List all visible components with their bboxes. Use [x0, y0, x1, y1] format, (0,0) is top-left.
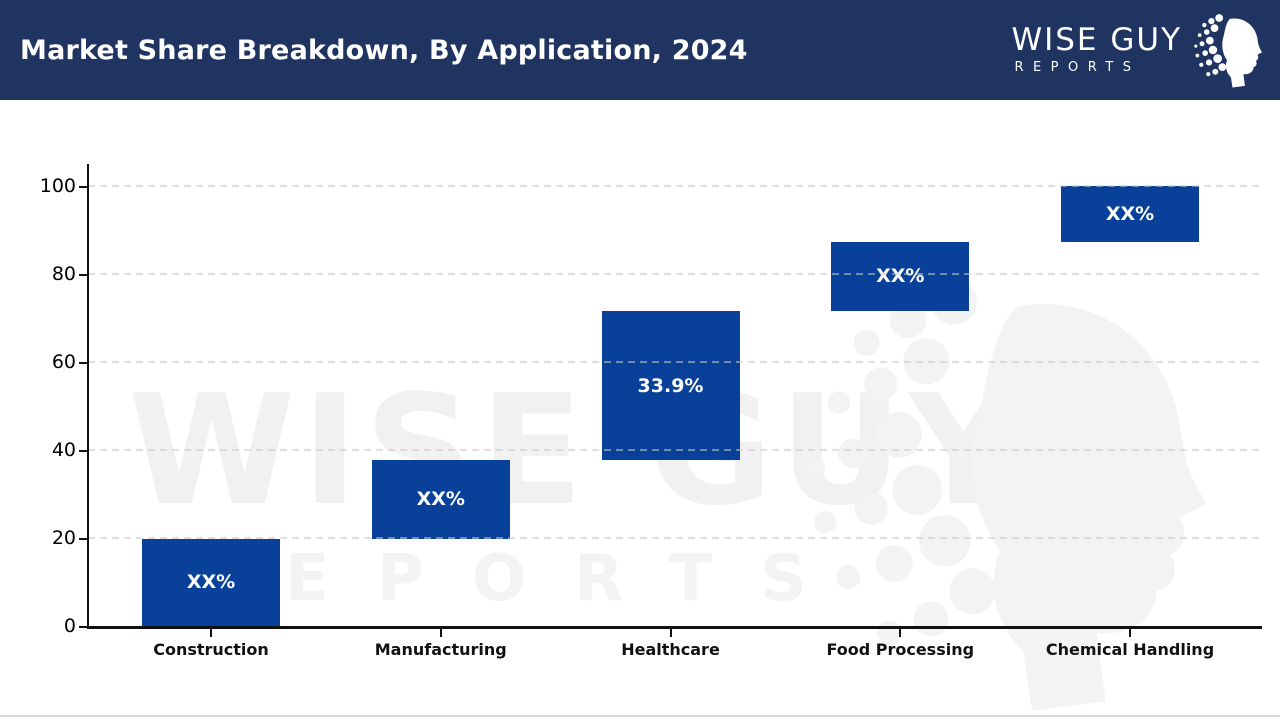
y-tick-label-20: 20 [51, 527, 76, 549]
gridline-60 [88, 361, 1262, 363]
x-tick-2 [439, 629, 442, 637]
bar-food-processing: XX% [831, 241, 970, 311]
y-tick-80 [79, 274, 87, 276]
y-tick-100 [79, 186, 87, 188]
y-tick-label-60: 60 [51, 351, 76, 373]
x-tick-3 [669, 629, 672, 637]
y-tick-0 [79, 626, 87, 628]
bar-value-label: XX% [1105, 202, 1155, 225]
chart-area: WISE GUY REPORTS XX% XX% 33.9% XX% XX% 0 20 40 6… [0, 100, 1280, 715]
y-axis-line [87, 164, 89, 629]
x-label-healthcare: Healthcare [621, 640, 720, 659]
wise-guy-logo: WISE GUY REPORTS [1011, 8, 1266, 92]
x-tick-1 [210, 629, 212, 637]
logo-wordmark: WISE GUY [1011, 22, 1182, 58]
bar-value-label: XX% [416, 488, 465, 511]
y-tick-60 [79, 362, 87, 364]
x-label-chemical-handling: Chemical Handling [1045, 640, 1215, 659]
bar-value-label: XX% [876, 265, 925, 288]
bar-chemical-handling: XX% [1061, 186, 1199, 242]
y-tick-label-100: 100 [39, 175, 76, 197]
x-label-food-processing: Food Processing [826, 640, 975, 659]
chart-title: Market Share Breakdown, By Application, … [20, 34, 748, 66]
logo-tagline: REPORTS [1014, 60, 1141, 75]
x-tick-5 [1129, 629, 1131, 637]
bar-value-label: XX% [186, 571, 236, 594]
y-tick-20 [79, 538, 87, 540]
bar-construction: XX% [142, 538, 280, 626]
header: Market Share Breakdown, By Application, … [0, 0, 1280, 100]
gridline-40 [88, 449, 1262, 451]
bottom-divider [0, 715, 1280, 717]
x-axis-line [87, 626, 1262, 629]
gridline-20 [88, 537, 1262, 539]
logo-text: WISE GUY REPORTS [1011, 22, 1182, 76]
x-label-manufacturing: Manufacturing [374, 640, 507, 659]
x-label-construction: Construction [153, 640, 269, 659]
bar-manufacturing: XX% [371, 460, 510, 539]
gridline-80 [88, 273, 1262, 275]
y-tick-40 [79, 450, 87, 452]
logo-face-icon [1194, 14, 1263, 88]
gridline-100 [88, 185, 1262, 187]
bar-healthcare: 33.9% [601, 310, 740, 461]
y-tick-label-80: 80 [51, 263, 76, 285]
x-tick-4 [899, 629, 902, 637]
watermark-tagline: REPORTS [188, 542, 855, 616]
y-tick-label-40: 40 [51, 439, 76, 461]
bar-value-label: 33.9% [637, 374, 704, 397]
y-tick-label-0: 0 [63, 615, 76, 637]
